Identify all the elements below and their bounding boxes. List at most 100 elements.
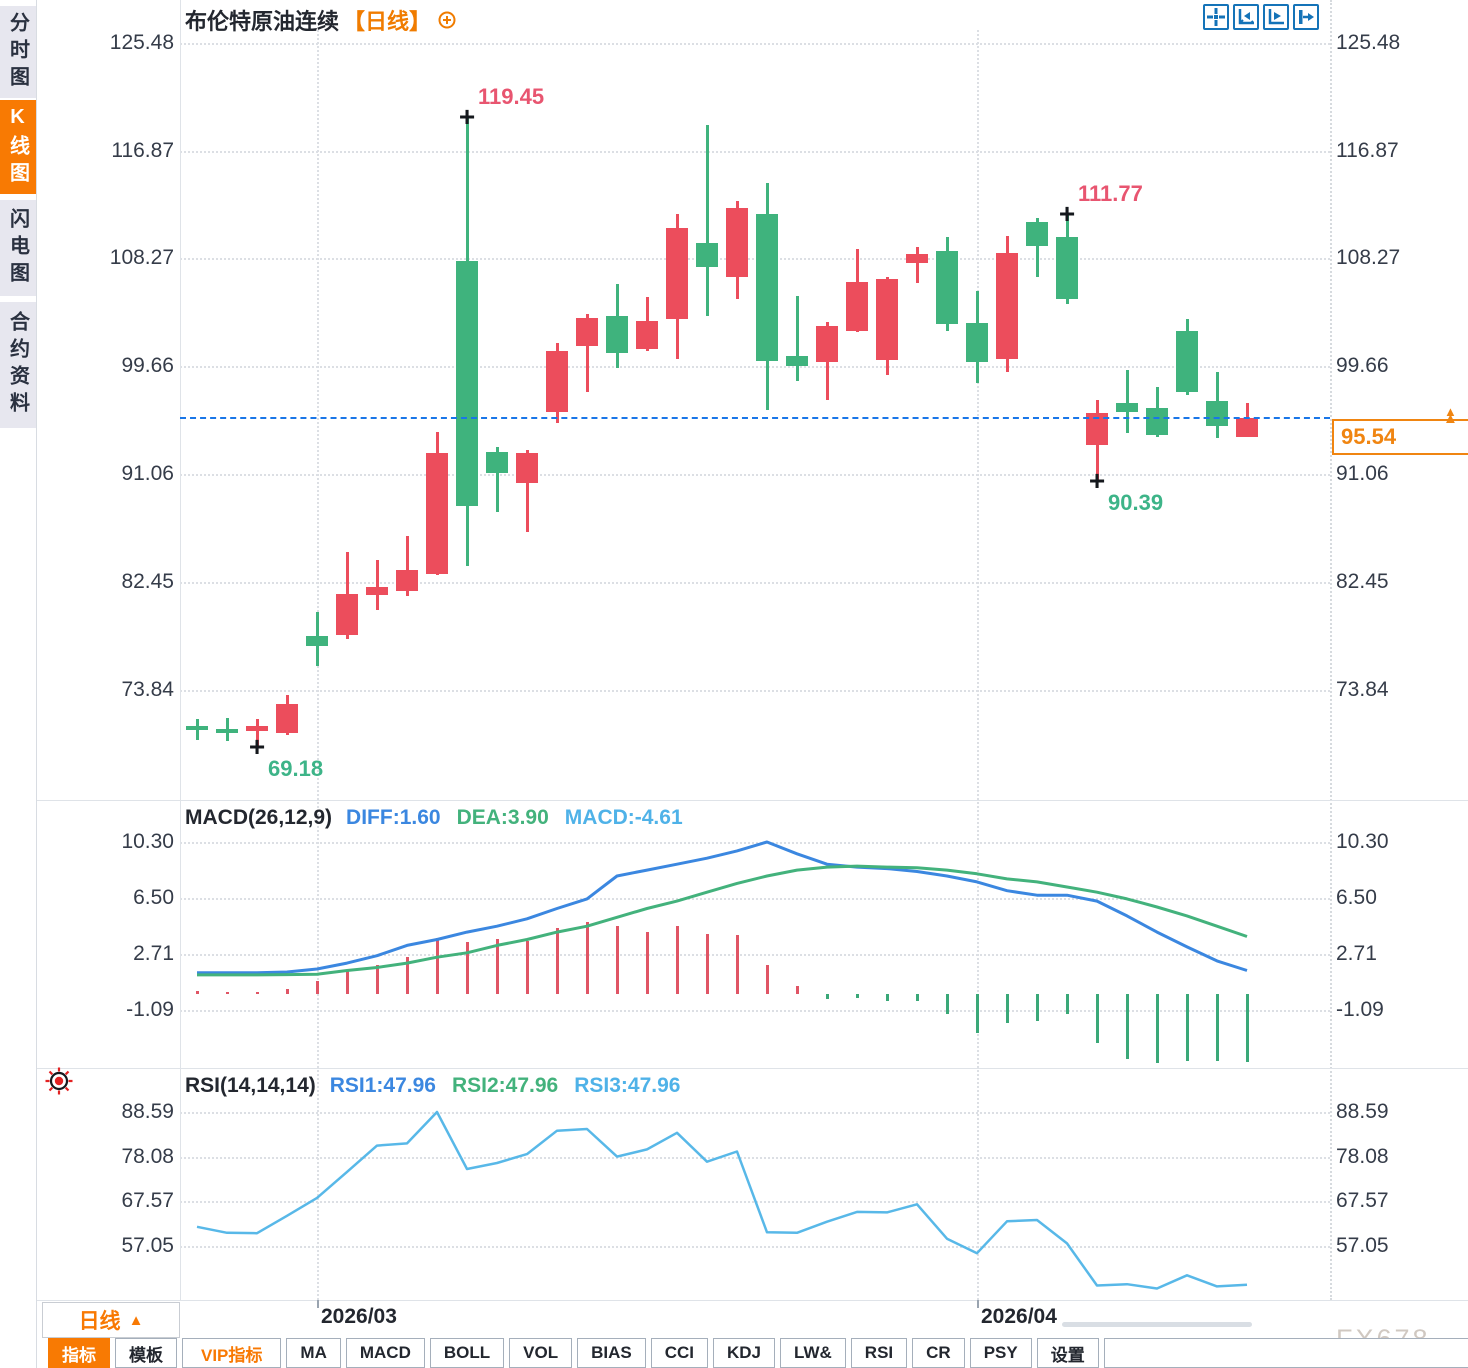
x-axis-label: 2026/04 (981, 1305, 1057, 1328)
toolbar-button-LW&[interactable]: LW& (780, 1338, 846, 1368)
axis-end-icon[interactable] (1293, 4, 1319, 30)
candle (666, 228, 688, 320)
period-tag: 【日线】 (343, 9, 432, 34)
macd-header-title: MACD(26,12,9) (185, 806, 333, 829)
macd-histogram-bar (856, 994, 859, 998)
sidebar-tab-4[interactable]: 合约资料 (0, 302, 36, 428)
y-axis-label: 125.48 (1336, 31, 1401, 54)
macd-histogram-bar (1006, 994, 1009, 1023)
y-axis-label: 67.57 (121, 1189, 174, 1213)
y-axis-label: 78.08 (1336, 1144, 1389, 1168)
crosshair-icon[interactable] (1203, 4, 1229, 30)
horizontal-gridline (180, 258, 1330, 261)
macd-histogram-bar (346, 970, 349, 995)
macd-histogram-bar (316, 980, 319, 995)
macd-header: MACD(26,12,9) DIFF:1.60 DEA:3.90 MACD:-4.61 (185, 806, 699, 830)
panel-separator (36, 1300, 1468, 1301)
y-axis-label: 73.84 (1336, 677, 1389, 701)
sidebar-tab-1[interactable]: 分时图 (0, 6, 36, 98)
low-price-annotation: 90.39 (1108, 490, 1164, 516)
live-indicator-icon (44, 1066, 74, 1101)
axis-play-icon[interactable] (1263, 4, 1289, 30)
candle (456, 260, 478, 506)
month-gridline (977, 30, 979, 1300)
toolbar-button-CCI[interactable]: CCI (650, 1338, 708, 1368)
toolbar-button-RSI[interactable]: RSI (850, 1338, 908, 1368)
panel-separator (36, 800, 1468, 801)
chart-title-row: 布伦特原油连续 【日线】 (185, 6, 457, 34)
y-axis-label: 78.08 (121, 1144, 174, 1168)
macd-histogram-bar (1096, 994, 1099, 1043)
y-axis-label: 67.57 (1336, 1189, 1389, 1213)
toolbar-button-指标[interactable]: 指标 (48, 1338, 110, 1368)
y-axis-label: 99.66 (1336, 354, 1389, 378)
toolbar-button-VOL[interactable]: VOL (509, 1338, 573, 1368)
period-selector-label: 日线 (78, 1310, 121, 1333)
toolbar-button-BIAS[interactable]: BIAS (577, 1338, 646, 1368)
y-axis-label: 82.45 (121, 569, 174, 593)
candle (936, 250, 958, 325)
horizontal-scrollbar-thumb[interactable] (1062, 1322, 1252, 1327)
toolbar-button-CR[interactable]: CR (912, 1338, 965, 1368)
y-axis-label: -1.09 (126, 998, 174, 1022)
y-axis-label: 99.66 (121, 354, 174, 378)
candle (1236, 417, 1258, 438)
candle-wick (376, 559, 379, 610)
candle (246, 726, 268, 732)
macd-histogram-bar (1036, 994, 1039, 1022)
candle (486, 452, 508, 474)
candle-wick (1126, 369, 1129, 434)
candle (786, 355, 808, 366)
toolbar-button-模板[interactable]: 模板 (115, 1338, 177, 1368)
candle (846, 281, 868, 331)
period-selector[interactable]: 日线 ▲ (42, 1302, 180, 1338)
y-axis-label: 82.45 (1336, 569, 1389, 593)
macd-header-legend-2: DEA:3.90 (456, 806, 549, 829)
candle-wick (526, 449, 529, 533)
toolbar-button-KDJ[interactable]: KDJ (713, 1338, 776, 1368)
horizontal-gridline (180, 473, 1330, 476)
x-axis-label: 2026/03 (321, 1305, 397, 1328)
candle (876, 279, 898, 360)
y-axis-label: 91.06 (1336, 461, 1389, 485)
y-axis-label: 116.87 (1336, 138, 1399, 162)
macd-histogram-bar (1156, 994, 1159, 1063)
macd-histogram-bar (376, 964, 379, 995)
bottom-toolbar: 指标 模板 VIP指标 MA MACD BOLL VOL BIAS CCI KDJ LW& RSI CR… (36, 1338, 1468, 1368)
instrument-title: 布伦特原油连续 (185, 9, 340, 34)
macd-histogram-bar (976, 994, 979, 1033)
candle (1026, 221, 1048, 246)
sidebar-tab-3[interactable]: 闪电图 (0, 200, 36, 296)
macd-histogram-bar (196, 991, 199, 995)
horizontal-gridline (180, 1010, 1330, 1013)
axis-start-icon[interactable] (1233, 4, 1259, 30)
toolbar-button-PSY[interactable]: PSY (969, 1338, 1032, 1368)
candle (336, 593, 358, 635)
toolbar-button-VIP指标[interactable]: VIP指标 (182, 1338, 282, 1368)
macd-histogram-bar (826, 994, 829, 1000)
sidebar-tab-2[interactable]: K线图 (0, 100, 36, 194)
sidebar: 分时图 K线图闪电图合约资料 (0, 0, 37, 1368)
chart-plot-area[interactable] (180, 0, 1330, 1300)
horizontal-gridline (180, 689, 1330, 692)
plot-right-border (1330, 0, 1332, 1300)
candle (396, 569, 418, 592)
macd-histogram-bar (286, 989, 289, 995)
toolbar-button-设置[interactable]: 设置 (1036, 1338, 1099, 1368)
toolbar-button-MA[interactable]: MA (286, 1338, 341, 1368)
add-compare-icon[interactable] (437, 10, 457, 30)
candle (1176, 330, 1198, 393)
rsi-header: RSI(14,14,14) RSI1:47.96 RSI2:47.96 RSI3:47… (185, 1074, 696, 1098)
candle (756, 214, 778, 361)
macd-histogram-bar (946, 994, 949, 1015)
macd-histogram-bar (916, 994, 919, 1001)
y-axis-label: 6.50 (133, 886, 174, 910)
macd-histogram-bar (1066, 994, 1069, 1015)
rsi-header-legend-3: RSI3:47.96 (574, 1074, 681, 1097)
toolbar-button-BOLL[interactable]: BOLL (429, 1338, 505, 1368)
candle (276, 703, 298, 733)
toolbar-button-MACD[interactable]: MACD (345, 1338, 425, 1368)
macd-histogram-bar (796, 986, 799, 995)
candle (1146, 408, 1168, 435)
candle (816, 325, 838, 362)
